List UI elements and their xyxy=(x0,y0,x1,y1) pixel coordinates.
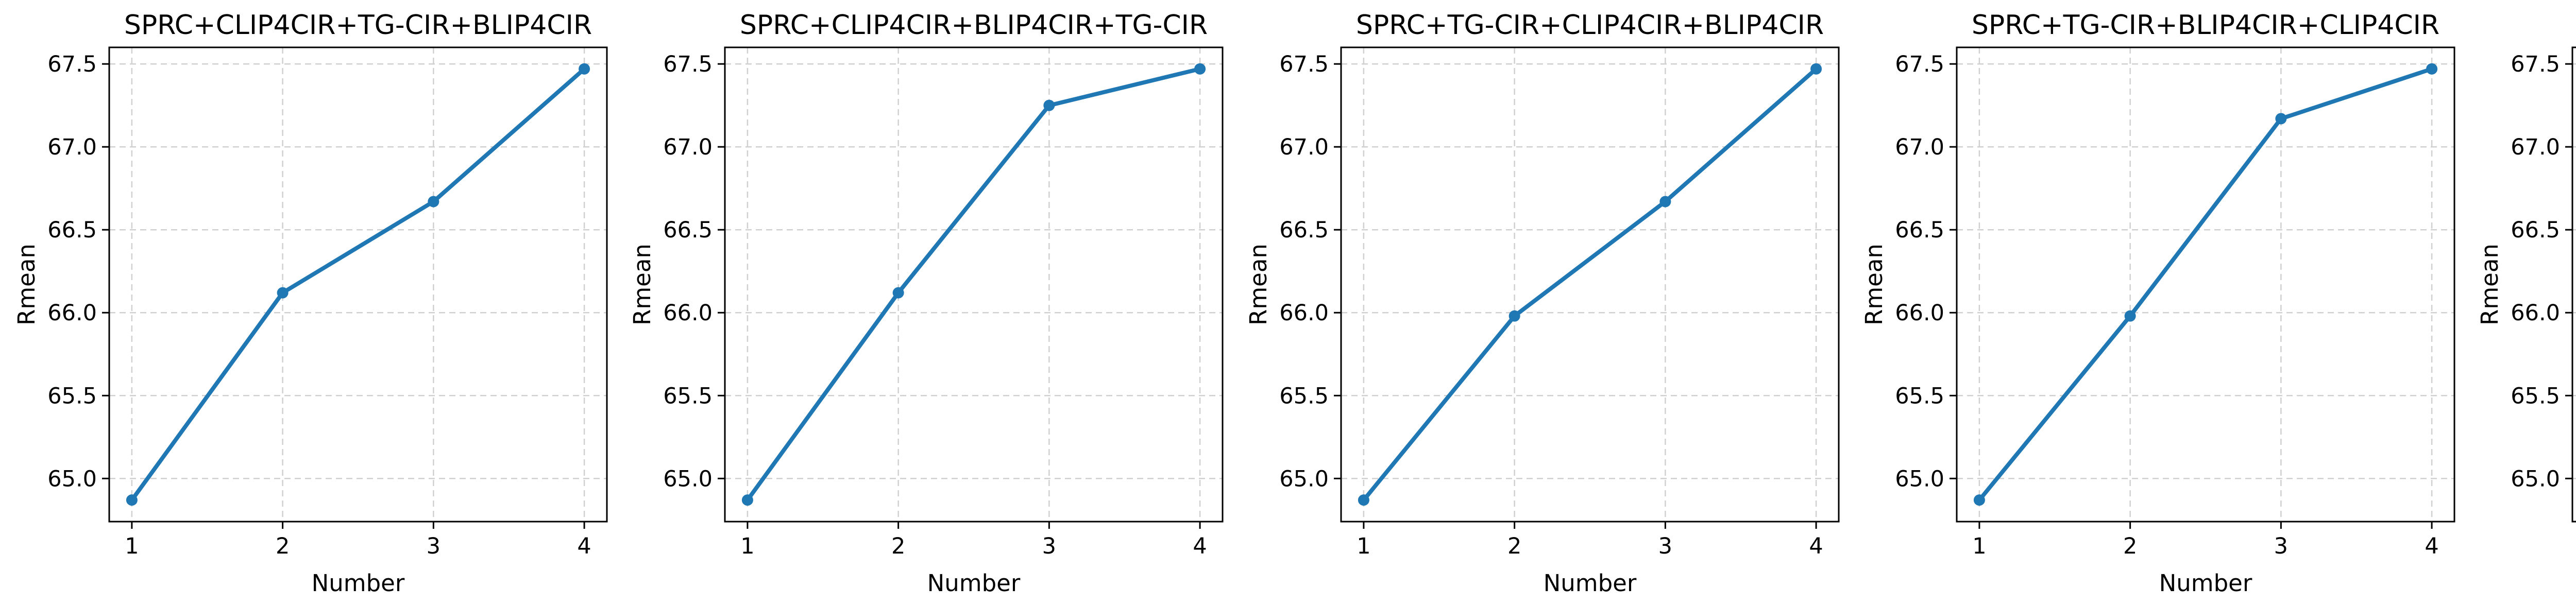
x-axis-label: Number xyxy=(1543,570,1636,597)
data-line xyxy=(1361,66,1818,503)
plot-border xyxy=(108,46,608,523)
chart-panel: 65.065.566.066.567.067.51234SPRC+BLIP4CI… xyxy=(2463,0,2576,604)
x-tick-label: 1 xyxy=(741,533,755,559)
chart-title: SPRC+CLIP4CIR+TG-CIR+BLIP4CIR xyxy=(124,10,592,41)
data-point xyxy=(1810,63,1822,75)
x-tick-label: 4 xyxy=(577,533,591,559)
data-point xyxy=(1973,494,1985,506)
data-point xyxy=(2124,310,2136,322)
x-tick-label: 4 xyxy=(2425,533,2438,559)
x-tick-label: 3 xyxy=(1658,533,1672,559)
line-chart: 65.0 65.5 66.0 66.5 67.0 67.5 1 2 3 4 SPRC+CLIP4CI… xyxy=(629,10,1224,597)
y-tick-label: 66.0 xyxy=(47,300,97,326)
data-point xyxy=(579,63,590,75)
x-tick-label: 4 xyxy=(1809,533,1823,559)
x-tick-label: 1 xyxy=(125,533,139,559)
y-tick-label: 66.0 xyxy=(664,300,713,326)
x-tick-label: 1 xyxy=(1972,533,1986,559)
plot-border xyxy=(724,46,1224,523)
chart-panel: 65.0 65.5 66.0 66.5 67.0 67.5 1 2 3 4 SPRC+CLIP4CI… xyxy=(616,0,1231,604)
data-line xyxy=(129,66,587,503)
data-line xyxy=(1977,66,2434,503)
line-chart: 65.0 65.5 66.0 66.5 67.0 67.5 1 2 3 4 SPRC+TG-CIR+… xyxy=(1245,10,1840,597)
chart-title: SPRC+TG-CIR+BLIP4CIR+CLIP4CIR xyxy=(1972,10,2439,41)
y-tick-label: 65.5 xyxy=(47,383,97,409)
y-axis-label: Rmean xyxy=(2476,244,2503,325)
data-point xyxy=(428,196,439,208)
data-line xyxy=(745,66,1202,503)
x-tick-label: 2 xyxy=(276,533,290,559)
y-tick-label: 66.0 xyxy=(1279,300,1329,326)
line-chart: 65.065.566.066.567.067.51234SPRC+BLIP4CI… xyxy=(2476,46,2576,523)
y-tick-label: 67.0 xyxy=(2511,134,2561,160)
y-tick-label: 67.5 xyxy=(1279,51,1329,77)
y-tick-label: 67.0 xyxy=(664,134,713,160)
x-axis-label: Number xyxy=(927,570,1021,597)
y-tick-label: 66.5 xyxy=(1279,217,1329,243)
x-tick-label: 3 xyxy=(427,533,440,559)
data-point xyxy=(742,494,754,506)
y-tick-label: 66.5 xyxy=(1895,217,1944,243)
y-tick-label: 65.5 xyxy=(1895,383,1944,409)
y-tick-label: 67.5 xyxy=(47,51,97,77)
chart-panel: 65.0 65.5 66.0 66.5 67.0 67.5 1 2 3 4 SPRC+TG-CIR+… xyxy=(1232,0,1848,604)
x-tick-label: 3 xyxy=(1042,533,1056,559)
y-tick-label: 67.5 xyxy=(664,51,713,77)
chart-panel: 65.0 65.5 66.0 66.5 67.0 67.5 1 2 3 4 SPRC+CLIP4CI… xyxy=(0,0,616,604)
x-tick-label: 2 xyxy=(1507,533,1521,559)
x-tick-label: 2 xyxy=(2123,533,2137,559)
y-tick-label: 67.0 xyxy=(47,134,97,160)
y-tick-label: 65.0 xyxy=(664,466,713,492)
y-tick-label: 65.5 xyxy=(2511,383,2561,409)
chart-title: SPRC+TG-CIR+CLIP4CIR+BLIP4CIR xyxy=(1356,10,1824,41)
y-tick-label: 67.5 xyxy=(1895,51,1944,77)
data-point xyxy=(126,494,138,506)
x-tick-label: 1 xyxy=(1357,533,1370,559)
data-point xyxy=(892,287,904,299)
y-axis-label: Rmean xyxy=(629,244,656,325)
y-tick-label: 66.0 xyxy=(1895,300,1944,326)
data-point xyxy=(1509,310,1520,322)
data-point xyxy=(1194,63,1206,75)
y-tick-label: 65.0 xyxy=(1279,466,1329,492)
y-tick-label: 66.5 xyxy=(664,217,713,243)
x-axis-label: Number xyxy=(312,570,405,597)
y-tick-label: 65.0 xyxy=(1895,466,1944,492)
y-tick-label: 66.5 xyxy=(47,217,97,243)
y-axis-label: Rmean xyxy=(13,244,40,325)
data-point xyxy=(1358,494,1369,506)
y-tick-label: 65.0 xyxy=(2511,466,2561,492)
data-point xyxy=(1659,196,1671,208)
plot-border xyxy=(1340,46,1840,523)
data-point xyxy=(2275,113,2287,125)
y-axis-label: Rmean xyxy=(1860,244,1888,325)
x-tick-label: 4 xyxy=(1193,533,1207,559)
plot-border xyxy=(1956,46,2455,523)
line-chart: 65.0 65.5 66.0 66.5 67.0 67.5 1 2 3 4 SPRC+CLIP4CI… xyxy=(13,10,608,597)
y-tick-label: 65.5 xyxy=(1279,383,1329,409)
y-axis-label: Rmean xyxy=(1245,244,1272,325)
data-point xyxy=(1043,99,1055,111)
x-axis-label: Number xyxy=(2159,570,2252,597)
y-tick-label: 66.0 xyxy=(2511,300,2561,326)
chart-title: SPRC+CLIP4CIR+BLIP4CIR+TG-CIR xyxy=(740,10,1208,41)
data-point xyxy=(277,287,289,299)
y-tick-label: 65.0 xyxy=(47,466,97,492)
y-tick-label: 65.5 xyxy=(664,383,713,409)
x-tick-label: 2 xyxy=(891,533,905,559)
line-chart: 65.0 65.5 66.0 66.5 67.0 67.5 1 2 3 4 SPRC+TG-CIR+… xyxy=(1860,10,2455,597)
y-tick-label: 66.5 xyxy=(2511,217,2561,243)
y-tick-label: 67.0 xyxy=(1895,134,1944,160)
chart-panel: 65.0 65.5 66.0 66.5 67.0 67.5 1 2 3 4 SPRC+TG-CIR+… xyxy=(1848,0,2463,604)
data-point xyxy=(2426,63,2438,75)
y-tick-label: 67.5 xyxy=(2511,51,2561,77)
x-tick-label: 3 xyxy=(2274,533,2288,559)
y-tick-label: 67.0 xyxy=(1279,134,1329,160)
plot-border xyxy=(2571,46,2576,523)
